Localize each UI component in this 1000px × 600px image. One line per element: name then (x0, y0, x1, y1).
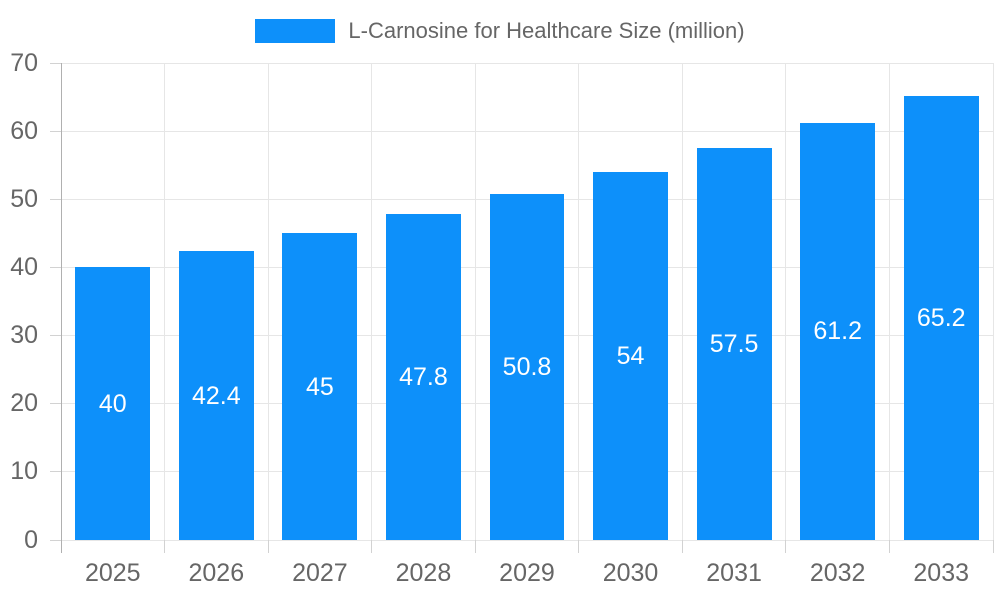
bar[interactable] (385, 214, 461, 540)
bar-value-label: 50.8 (502, 352, 552, 381)
bar-value-label: 65.2 (916, 303, 966, 332)
x-axis-tick (474, 540, 476, 553)
legend-swatch (255, 19, 336, 43)
y-axis-tick (50, 403, 61, 405)
bar[interactable] (178, 251, 254, 540)
y-axis-tick (50, 130, 61, 132)
x-axis-tick-label: 2033 (913, 559, 970, 587)
bar-value-label: 42.4 (191, 381, 241, 410)
y-axis-tick-label: 30 (10, 321, 38, 350)
gridline-horizontal (61, 62, 993, 64)
y-axis-tick (50, 198, 61, 200)
gridline-vertical (474, 63, 476, 540)
bar[interactable] (800, 122, 876, 540)
gridline-vertical (785, 63, 787, 540)
x-axis-tick (681, 540, 683, 553)
gridline-vertical (681, 63, 683, 540)
bar[interactable] (696, 148, 772, 540)
gridline-vertical (267, 63, 269, 540)
bar-value-label: 45 (305, 372, 334, 401)
bar-value-label: 54 (616, 342, 645, 370)
y-axis-tick-label: 10 (10, 457, 38, 486)
x-axis-tick-label: 2028 (395, 559, 452, 587)
plot-area: 0 10 20 30 40 50 60 70 40 2025 42.4 2026 45 2027 47.8 2… (10, 50, 994, 587)
y-axis-tick (50, 471, 61, 473)
y-axis-tick-label: 70 (10, 48, 38, 77)
y-axis-tick-label: 60 (10, 116, 38, 145)
x-axis-tick (888, 540, 890, 553)
bar[interactable] (282, 233, 358, 540)
x-axis-tick-label: 2026 (188, 559, 245, 587)
y-axis-tick (50, 539, 61, 541)
y-axis-tick-label: 40 (10, 252, 38, 281)
x-axis-tick-label: 2027 (292, 559, 348, 587)
x-axis-tick (164, 540, 166, 553)
y-axis-tick-label: 0 (24, 525, 38, 554)
bar[interactable] (489, 193, 565, 540)
y-axis-tick (50, 266, 61, 268)
x-axis-tick (60, 540, 62, 553)
y-axis-tick (50, 62, 61, 64)
x-axis-tick-label: 2031 (706, 559, 762, 587)
x-axis-tick (267, 540, 269, 553)
x-axis-tick (578, 540, 580, 553)
y-axis-tick-label: 20 (10, 389, 38, 418)
x-axis-tick-label: 2025 (84, 559, 141, 587)
gridline-vertical (992, 63, 994, 540)
bar[interactable] (903, 95, 979, 540)
bar-value-label: 40 (98, 389, 127, 418)
x-axis-tick-label: 2032 (809, 559, 866, 587)
x-axis-tick (992, 540, 994, 553)
x-axis-tick-label: 2030 (602, 559, 659, 587)
x-axis-tick-label: 2029 (499, 559, 555, 587)
x-axis-tick (785, 540, 787, 553)
y-axis-tick (50, 335, 61, 337)
bar-value-label: 47.8 (399, 363, 448, 392)
gridline-vertical (888, 63, 890, 540)
gridline-vertical (164, 63, 166, 540)
bar-value-label: 61.2 (813, 317, 862, 346)
x-axis-tick (371, 540, 373, 553)
gridline-vertical (578, 63, 580, 540)
y-axis-line (60, 63, 62, 553)
y-axis-tick-label: 50 (10, 184, 38, 213)
bar[interactable] (75, 267, 151, 540)
bar[interactable] (593, 172, 669, 540)
bar-value-label: 57.5 (709, 330, 759, 359)
legend-label: L-Carnosine for Healthcare Size (million… (348, 18, 745, 43)
legend[interactable]: L-Carnosine for Healthcare Size (million… (0, 18, 1000, 44)
gridline-vertical (371, 63, 373, 540)
